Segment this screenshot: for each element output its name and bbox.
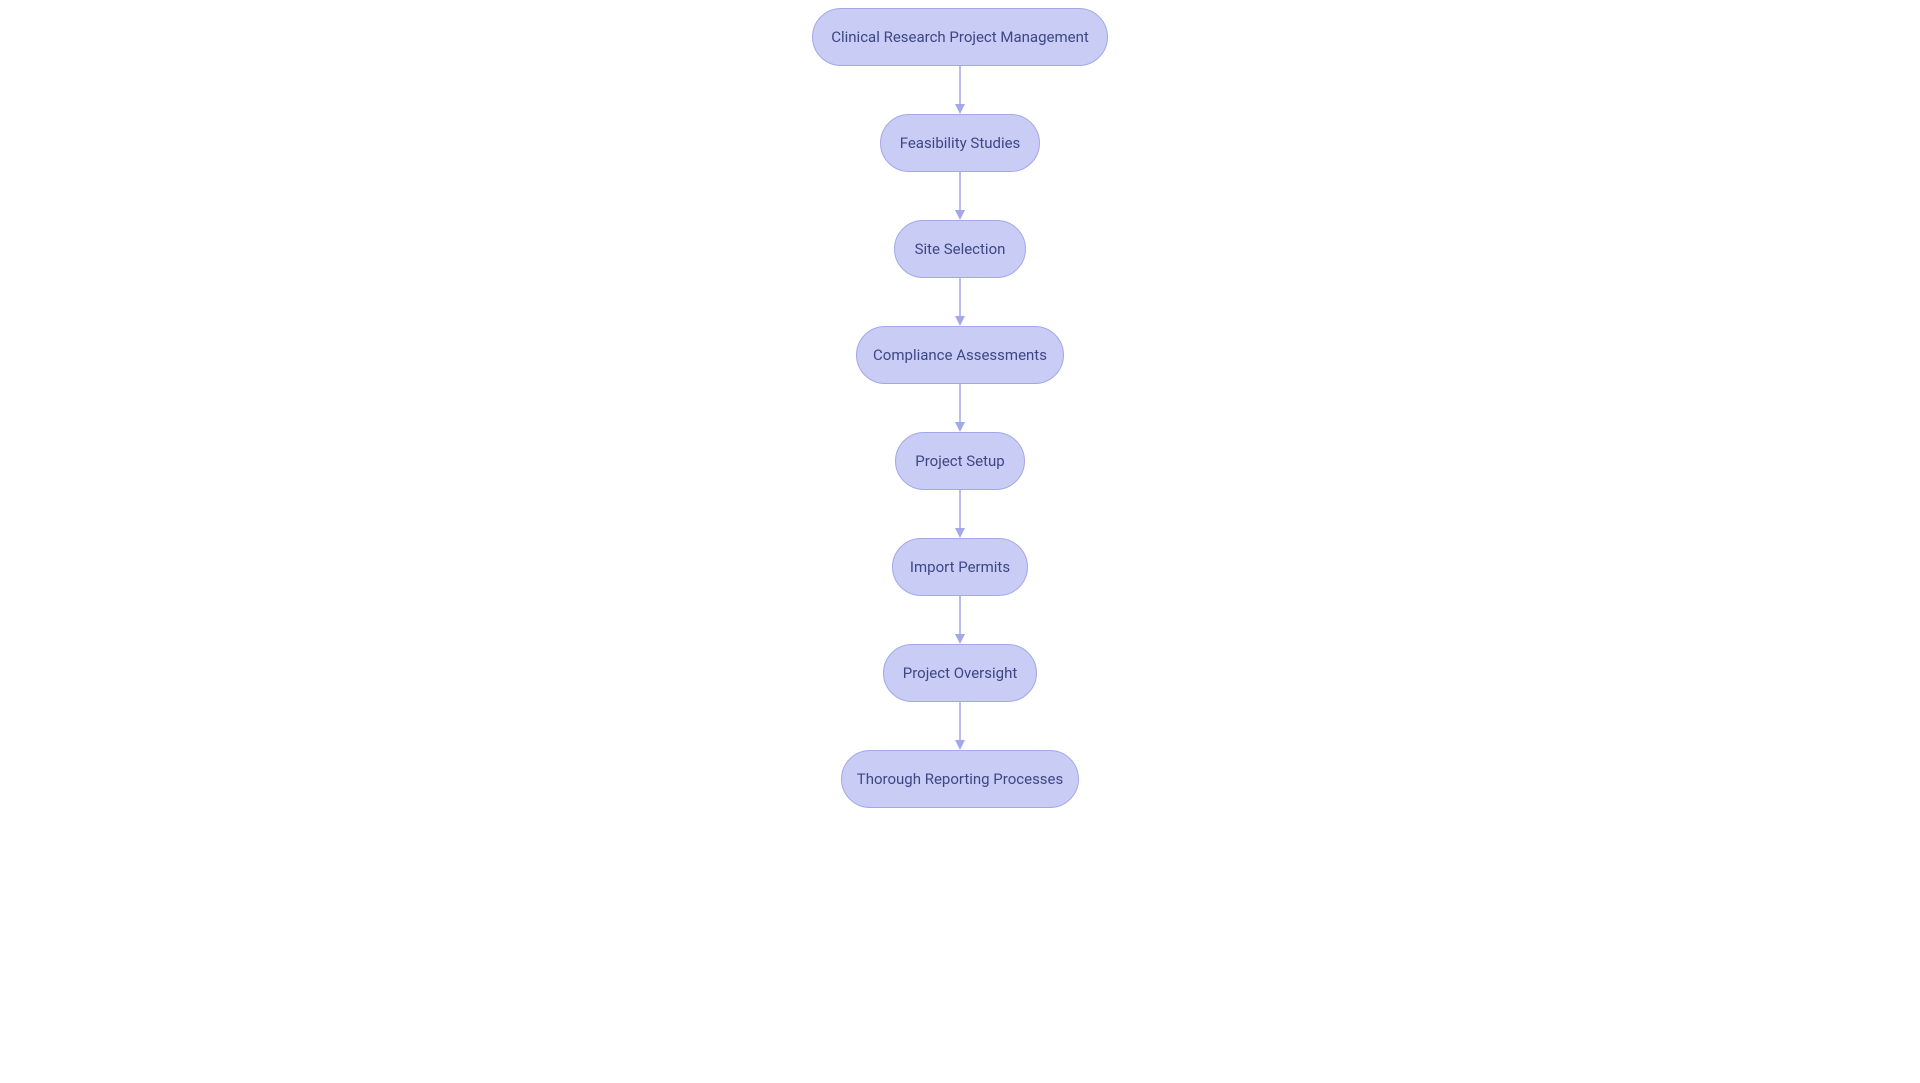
flowchart-container: Clinical Research Project Management Feas… [812, 8, 1108, 808]
flowchart-node: Import Permits [892, 538, 1028, 596]
arrow [952, 702, 968, 750]
flowchart-node: Compliance Assessments [856, 326, 1064, 384]
flowchart-node: Site Selection [894, 220, 1026, 278]
arrow [952, 278, 968, 326]
flowchart-node: Feasibility Studies [880, 114, 1040, 172]
flowchart-node: Thorough Reporting Processes [841, 750, 1079, 808]
arrow [952, 384, 968, 432]
arrow [952, 172, 968, 220]
flowchart-node: Project Setup [895, 432, 1025, 490]
arrow [952, 596, 968, 644]
arrow [952, 490, 968, 538]
flowchart-node: Clinical Research Project Management [812, 8, 1108, 66]
arrow [952, 66, 968, 114]
flowchart-node: Project Oversight [883, 644, 1037, 702]
